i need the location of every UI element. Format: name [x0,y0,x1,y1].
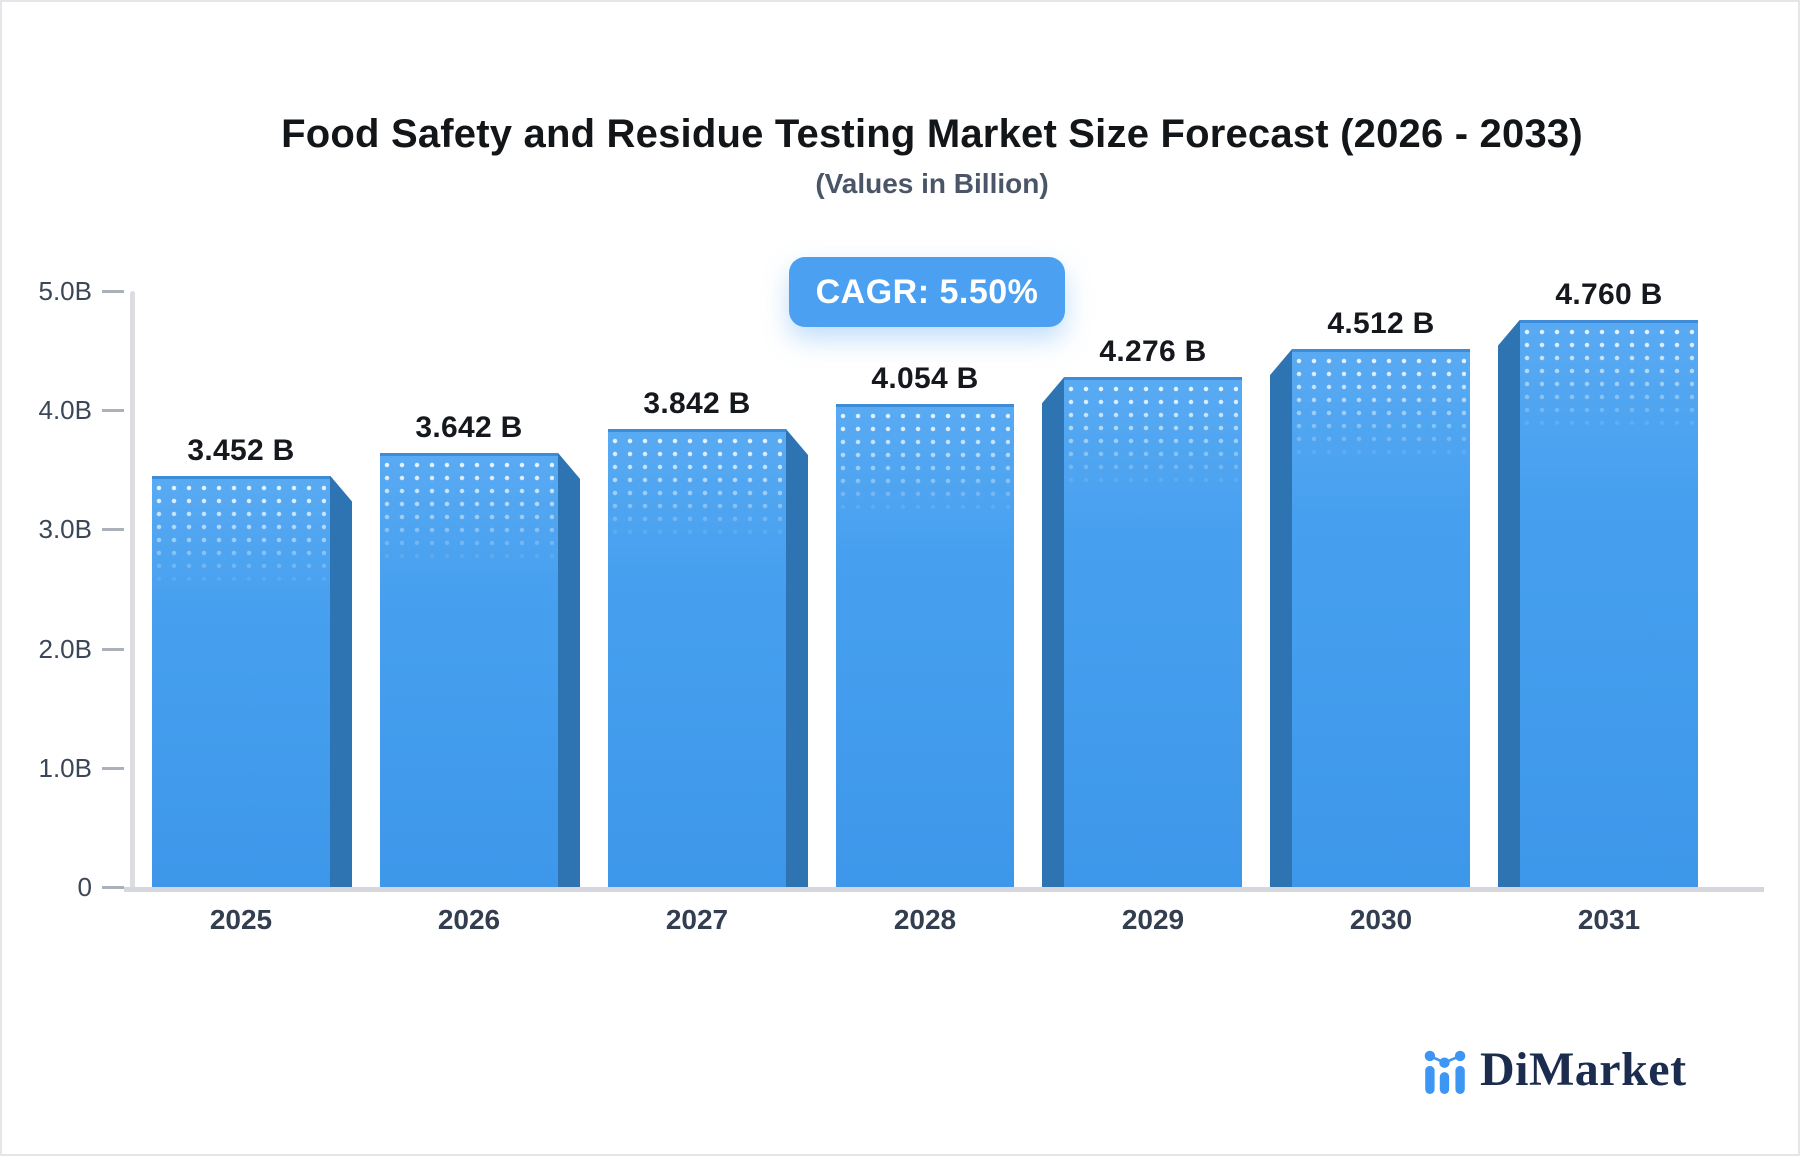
bar-dot-texture [1068,386,1238,492]
y-axis-tick-label: 1.0B [38,752,93,783]
chart-subtitle: (Values in Billion) [815,168,1049,199]
bar-value-label: 4.760 B [1555,277,1663,311]
bar-value-label: 4.276 B [1099,335,1207,369]
x-axis-label-2025: 2025 [209,904,273,935]
bar-value-label: 3.842 B [643,387,751,421]
bar-chart-line-icon [1424,1050,1466,1094]
bar-value-label: 3.642 B [415,410,523,444]
x-axis-label-2030: 2030 [1349,904,1413,935]
x-axis-label-2029: 2029 [1121,904,1185,935]
y-axis-tick [102,766,124,770]
bar-2028 [836,403,1014,887]
y-axis-tick [102,409,124,413]
x-axis-label-2027: 2027 [665,904,729,935]
x-axis-baseline [124,887,1764,892]
y-axis-tick-label: 4.0B [38,395,93,426]
y-axis-tick [102,886,124,889]
x-axis-label-2026: 2026 [437,904,501,935]
y-axis-tick-label: 5.0B [38,276,93,306]
bar-2031 [1520,319,1698,887]
y-axis-line [130,291,135,892]
bar-dot-texture [156,484,326,590]
bar-2025 [152,475,330,887]
y-axis-tick-label: 0 [77,872,92,902]
y-axis-tick [102,528,124,532]
bar-3d-side [1042,377,1064,887]
y-axis-tick-label: 2.0B [38,633,93,664]
bar-value-label: 4.054 B [871,361,979,395]
bar-3d-side [1498,319,1520,887]
bar-value-label: 3.452 B [187,433,295,467]
x-axis-label-2031: 2031 [1577,904,1641,935]
bar-3d-side [1270,349,1292,887]
bar-dot-texture [1296,358,1466,464]
bar-3d-side [786,429,808,887]
bar-dot-texture [840,412,1010,518]
cagr-badge: CAGR: 5.50% [789,257,1065,327]
bar-2029 [1064,377,1242,887]
brand-logo: DiMarket [1422,1042,1687,1097]
y-axis-tick-label: 3.0B [38,514,93,545]
chart-title: Food Safety and Residue Testing Market S… [281,112,1583,156]
bar-2027 [608,429,786,887]
cagr-badge-label: CAGR: 5.50% [815,272,1039,311]
bar-3d-side [558,452,580,887]
x-axis-label-2028: 2028 [893,904,957,935]
bar-3d-side [330,475,352,887]
bar-dot-texture [612,438,782,544]
bar-2030 [1292,349,1470,887]
y-axis-tick [102,647,124,651]
bar-value-label: 4.512 B [1327,307,1435,341]
brand-logo-text: DiMarket [1480,1043,1687,1096]
bar-2026 [380,452,558,887]
y-axis-tick [102,290,124,293]
bar-dot-texture [384,461,554,567]
bar-dot-texture [1524,328,1694,434]
